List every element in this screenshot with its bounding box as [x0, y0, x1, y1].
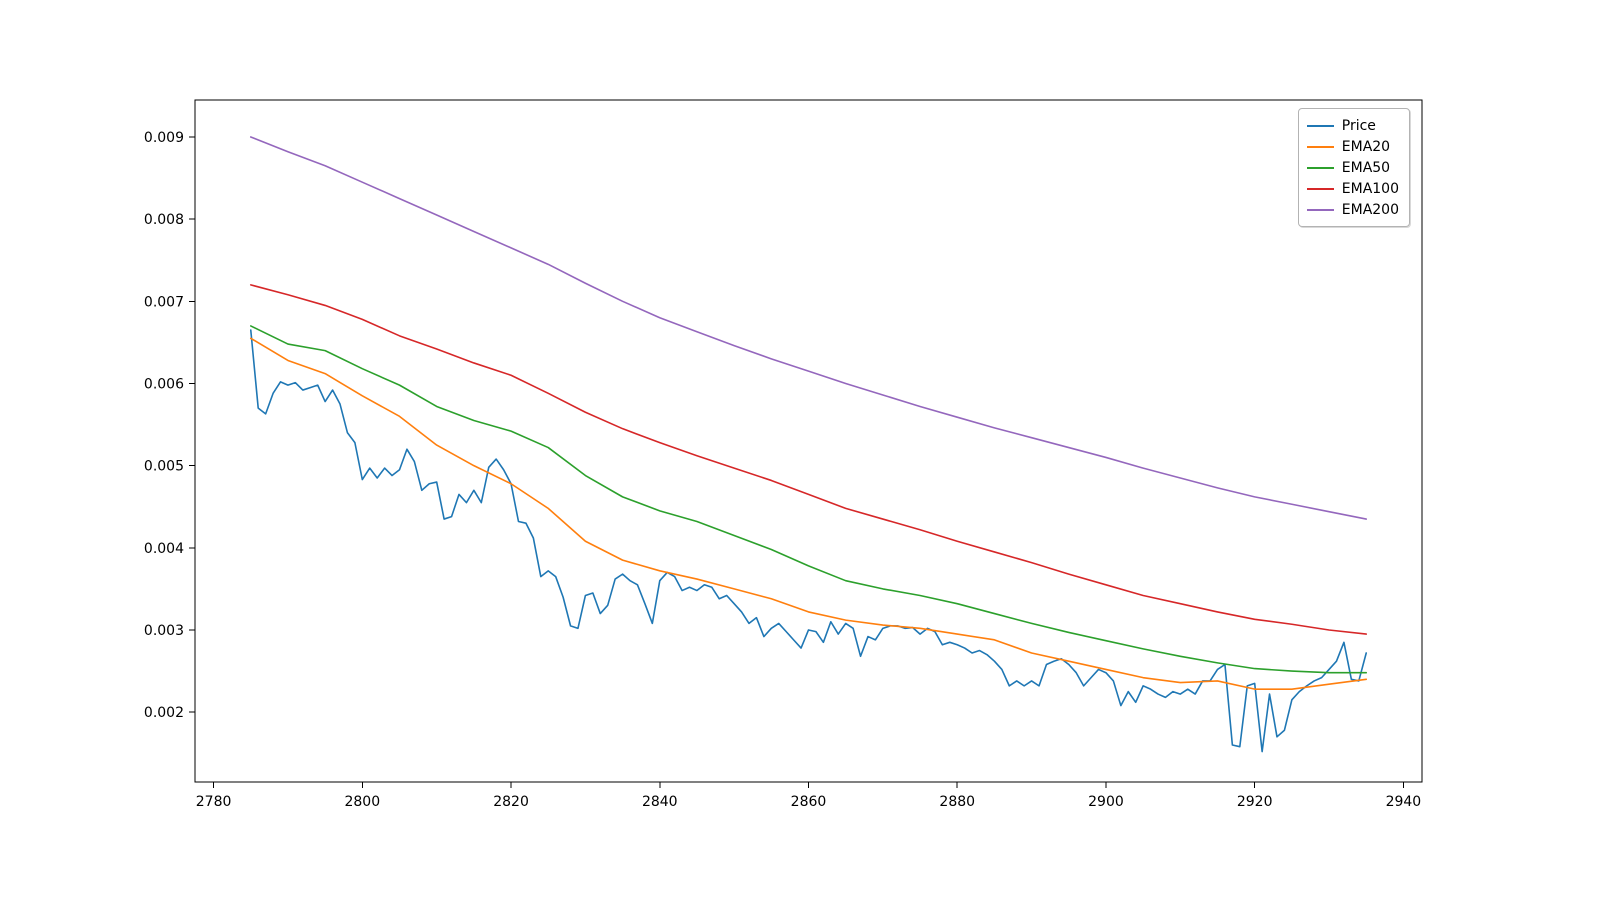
- y-tick-label: 0.003: [144, 623, 184, 639]
- series-line-ema50: [249, 325, 1368, 674]
- legend-line-swatch: [1306, 124, 1334, 127]
- legend-entry-ema200: EMA200: [1306, 199, 1399, 220]
- x-axis: 2780 2800 2820 2840 2860 2880 2900 2920 2940: [196, 782, 1421, 810]
- y-tick-label: 0.006: [144, 376, 184, 392]
- legend-entry-price: Price: [1306, 115, 1399, 136]
- legend-entry-ema100: EMA100: [1306, 178, 1399, 199]
- x-tick-label: 2800: [344, 794, 380, 810]
- x-tick-label: 2900: [1088, 794, 1124, 810]
- legend-line-swatch: [1306, 145, 1334, 148]
- legend-line-swatch: [1306, 166, 1334, 169]
- legend-label: Price: [1341, 117, 1376, 134]
- y-tick-label: 0.007: [144, 294, 184, 310]
- series-group: [249, 136, 1368, 753]
- x-tick-label: 2780: [196, 794, 232, 810]
- legend-entry-ema50: EMA50: [1306, 157, 1399, 178]
- legend-label: EMA20: [1341, 138, 1391, 155]
- series-line-price: [249, 329, 1368, 753]
- x-tick-label: 2840: [642, 794, 678, 810]
- axes-spines: [194, 99, 1423, 783]
- legend-label: EMA50: [1341, 159, 1391, 176]
- x-tick-label: 2820: [493, 794, 529, 810]
- x-tick-label: 2880: [939, 794, 975, 810]
- x-tick-label: 2940: [1386, 794, 1422, 810]
- y-axis: 0.002 0.003 0.004 0.005 0.006 0.007 0.008 0.009: [144, 130, 195, 721]
- y-tick-label: 0.009: [144, 130, 184, 146]
- y-tick-label: 0.008: [144, 212, 184, 228]
- y-tick-label: 0.005: [144, 459, 184, 475]
- series-line-ema200: [249, 136, 1368, 520]
- legend-line-swatch: [1306, 187, 1334, 190]
- legend-label: EMA200: [1341, 201, 1399, 218]
- y-tick-label: 0.002: [144, 705, 184, 721]
- legend-entry-ema20: EMA20: [1306, 136, 1399, 157]
- series-line-ema20: [249, 337, 1368, 690]
- x-tick-label: 2920: [1237, 794, 1273, 810]
- legend-label: EMA100: [1341, 180, 1399, 197]
- legend-line-swatch: [1306, 208, 1334, 211]
- y-tick-label: 0.004: [144, 541, 184, 557]
- x-tick-label: 2860: [791, 794, 827, 810]
- legend: Price EMA20 EMA50 EMA100 EMA200: [1297, 108, 1410, 227]
- series-line-ema100: [249, 284, 1368, 635]
